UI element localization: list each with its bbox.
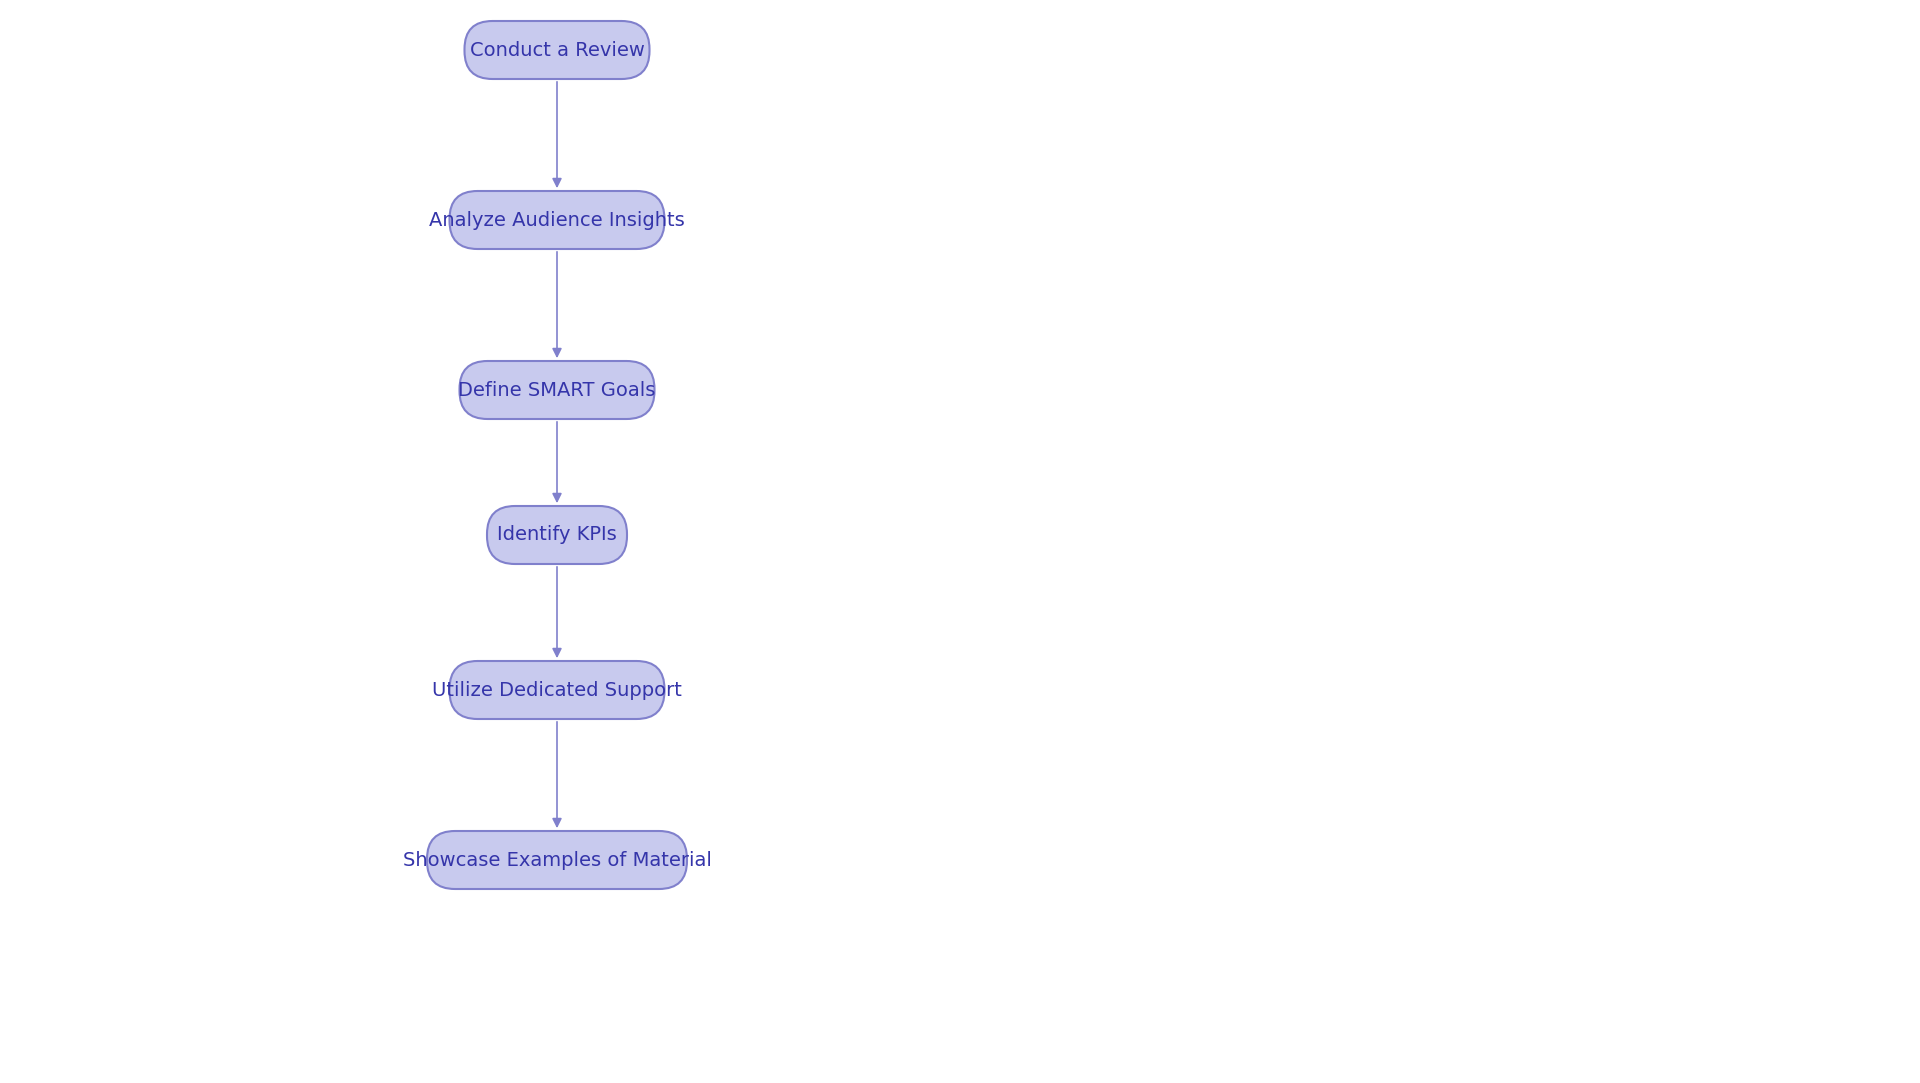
FancyBboxPatch shape: [465, 21, 649, 79]
FancyBboxPatch shape: [488, 506, 628, 564]
FancyBboxPatch shape: [449, 661, 664, 719]
Text: Analyze Audience Insights: Analyze Audience Insights: [430, 210, 685, 230]
Text: Identify KPIs: Identify KPIs: [497, 525, 616, 545]
FancyBboxPatch shape: [449, 191, 664, 249]
Text: Conduct a Review: Conduct a Review: [470, 40, 645, 60]
FancyBboxPatch shape: [426, 831, 687, 889]
Text: Showcase Examples of Material: Showcase Examples of Material: [403, 850, 712, 870]
Text: Utilize Dedicated Support: Utilize Dedicated Support: [432, 680, 682, 700]
Text: Define SMART Goals: Define SMART Goals: [459, 380, 657, 400]
FancyBboxPatch shape: [459, 361, 655, 419]
